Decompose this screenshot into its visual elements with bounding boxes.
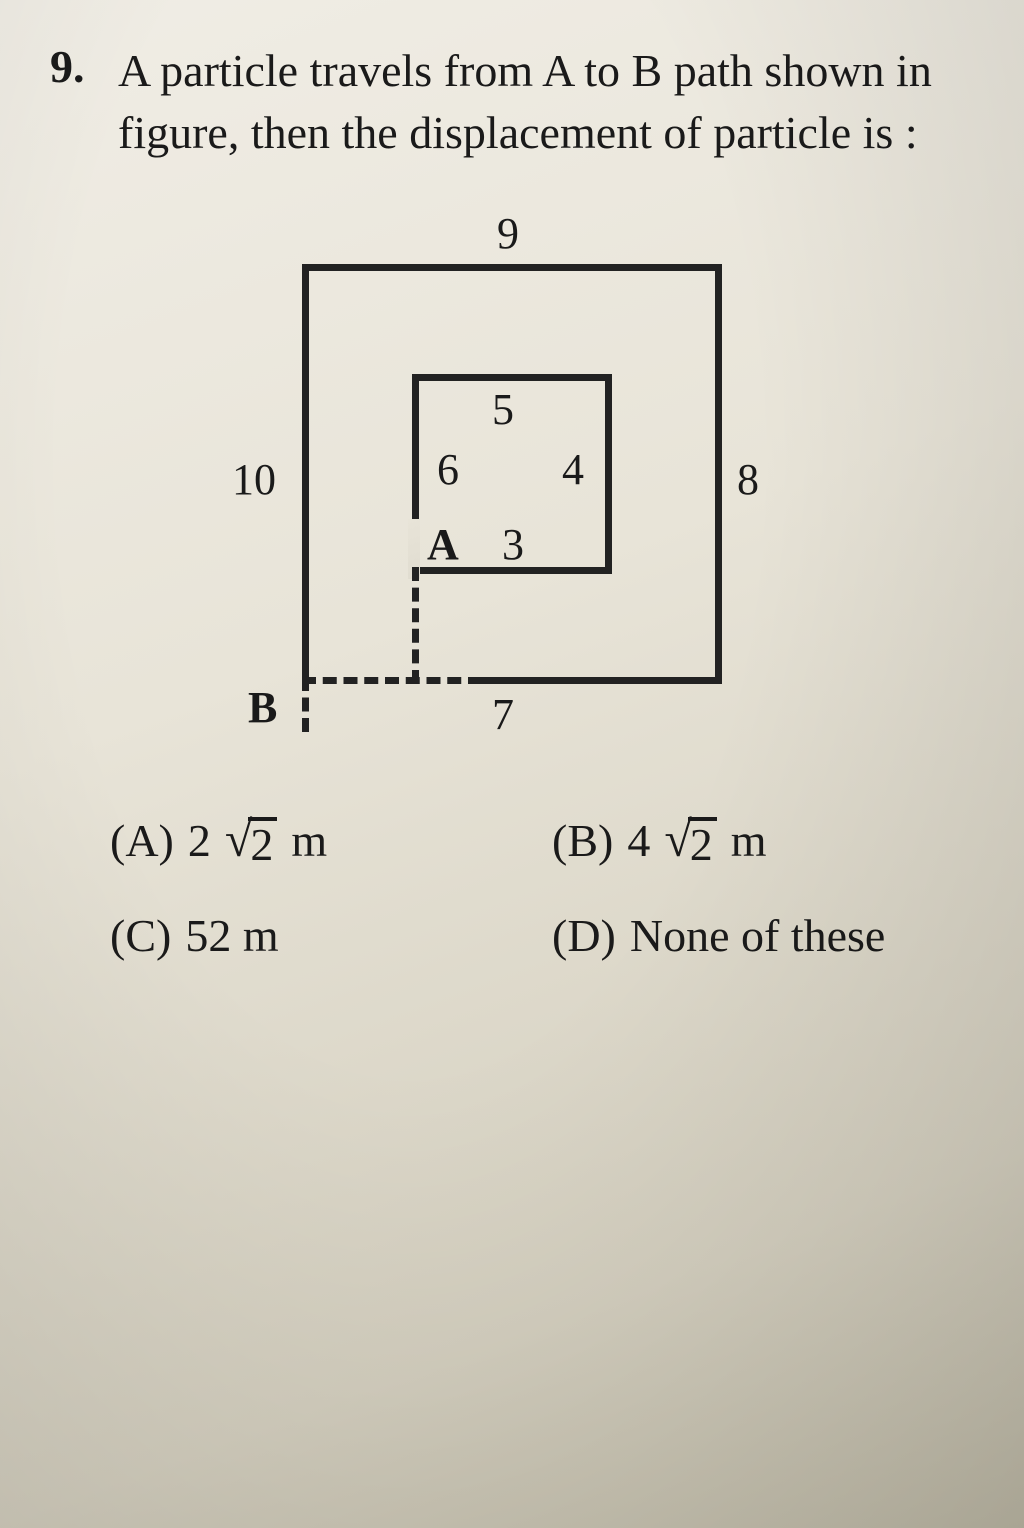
label-point-A: A — [427, 519, 459, 570]
option-A-coef: 2 — [188, 814, 211, 867]
option-A-letter: (A) — [110, 814, 174, 867]
label-inner-left: 6 — [437, 444, 459, 495]
question-number: 9. — [50, 40, 100, 93]
option-D-letter: (D) — [552, 909, 616, 962]
option-B-coef: 4 — [627, 814, 650, 867]
label-point-B: B — [248, 682, 277, 733]
dashed-path-v1 — [412, 567, 419, 684]
option-A: (A) 2√2 m — [110, 814, 512, 869]
question-text: A particle travels from A to B path show… — [118, 40, 974, 164]
label-outer-bottom-seg: 7 — [492, 689, 514, 740]
figure: 9 8 10 7 B 5 4 3 6 A — [222, 204, 802, 744]
option-C: (C) 52 m — [110, 909, 512, 962]
dashed-path-v2 — [302, 677, 309, 732]
option-A-unit: m — [291, 814, 327, 867]
option-D-text: None of these — [630, 909, 885, 962]
option-B-unit: m — [731, 814, 767, 867]
option-B-radicand: 2 — [688, 817, 717, 869]
option-B-letter: (B) — [552, 814, 613, 867]
question-row: 9. A particle travels from A to B path s… — [50, 40, 974, 164]
option-B: (B) 4 √2 m — [552, 814, 954, 869]
label-inner-bottom: 3 — [502, 519, 524, 570]
option-C-letter: (C) — [110, 909, 171, 962]
page: 9. A particle travels from A to B path s… — [0, 0, 1024, 1002]
label-inner-right: 4 — [562, 444, 584, 495]
option-C-text: 52 m — [185, 909, 278, 962]
option-A-sqrt: √2 — [225, 817, 277, 869]
option-B-sqrt: √2 — [664, 817, 716, 869]
option-D: (D) None of these — [552, 909, 954, 962]
label-outer-left: 10 — [232, 454, 276, 505]
option-A-radicand: 2 — [248, 817, 277, 869]
label-inner-top: 5 — [492, 384, 514, 435]
options-grid: (A) 2√2 m (B) 4√2 m (C) 52 m (D) None of… — [110, 814, 954, 962]
dashed-path-h1 — [302, 677, 482, 684]
outer-bottom-edge — [472, 677, 722, 684]
figure-area: 9 8 10 7 B 5 4 3 6 A — [50, 204, 974, 744]
label-outer-top: 9 — [497, 208, 519, 259]
label-outer-right: 8 — [737, 454, 759, 505]
